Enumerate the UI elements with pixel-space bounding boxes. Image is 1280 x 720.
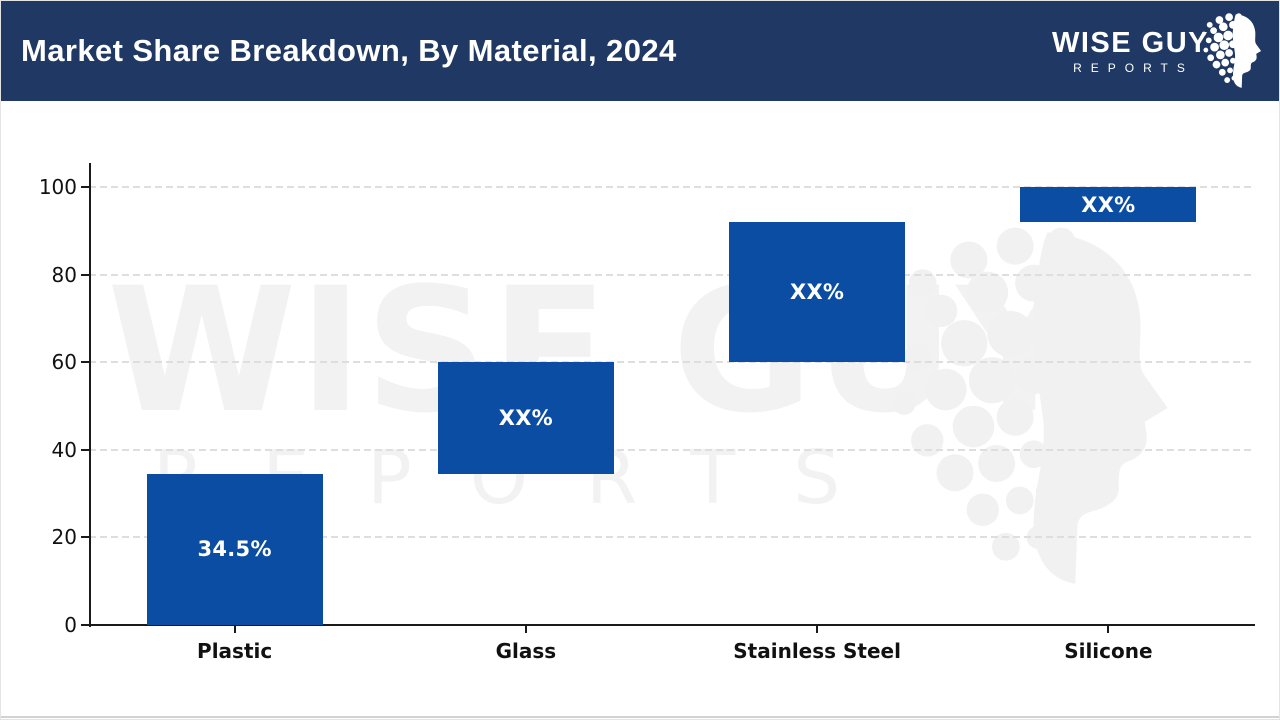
brand-name: WISE GUY <box>1051 27 1209 59</box>
y-axis-tick-label: 40 <box>51 437 77 462</box>
x-axis-category-label: Stainless Steel <box>733 639 901 663</box>
y-axis-tick-label: 0 <box>64 613 77 637</box>
x-axis-category-label: Glass <box>495 639 557 663</box>
brand-subtitle: REPORTS <box>1073 61 1194 75</box>
y-tick-mark <box>81 624 89 626</box>
y-tick-mark <box>81 361 89 364</box>
y-axis-tick-label: 80 <box>51 262 77 287</box>
x-axis-category-label: Silicone <box>1064 639 1153 663</box>
header-bar: Market Share Breakdown, By Material, 202… <box>1 1 1279 101</box>
gridline-40 <box>89 448 1254 451</box>
y-axis-tick-label: 100 <box>38 175 77 199</box>
bar-value-label: XX% <box>789 280 845 305</box>
bar-plastic: 34.5% <box>146 473 323 625</box>
x-tick-mark <box>233 626 236 633</box>
gridline-20 <box>89 536 1254 539</box>
y-tick-mark <box>81 448 89 451</box>
x-axis-category-label: Plastic <box>197 639 273 663</box>
bar-value-label: 34.5% <box>197 537 272 562</box>
y-axis-line <box>89 163 91 627</box>
x-tick-mark <box>1107 626 1110 633</box>
brand-logo: WISE GUY REPORTS <box>1052 12 1263 90</box>
x-axis-line <box>88 624 1255 626</box>
page-title: Market Share Breakdown, By Material, 202… <box>21 33 677 68</box>
x-tick-mark <box>524 626 527 633</box>
brand-text: WISE GUY REPORTS <box>1052 27 1209 75</box>
y-tick-mark <box>81 273 89 276</box>
bottom-border-line <box>1 716 1279 718</box>
bar-glass: XX% <box>437 362 614 474</box>
gridline-80 <box>89 273 1254 276</box>
bar-value-label: XX% <box>1081 192 1136 217</box>
gridline-100 <box>89 186 1254 188</box>
gridline-60 <box>89 361 1254 364</box>
y-tick-mark <box>81 536 89 539</box>
bar-value-label: XX% <box>498 406 554 431</box>
bar-silicone: XX% <box>1020 187 1197 223</box>
y-axis-tick-label: 20 <box>51 525 77 550</box>
y-axis-tick-label: 60 <box>51 350 77 375</box>
x-tick-mark <box>816 626 819 633</box>
y-tick-mark <box>81 186 89 188</box>
bar-stainless-steel: XX% <box>729 222 906 363</box>
